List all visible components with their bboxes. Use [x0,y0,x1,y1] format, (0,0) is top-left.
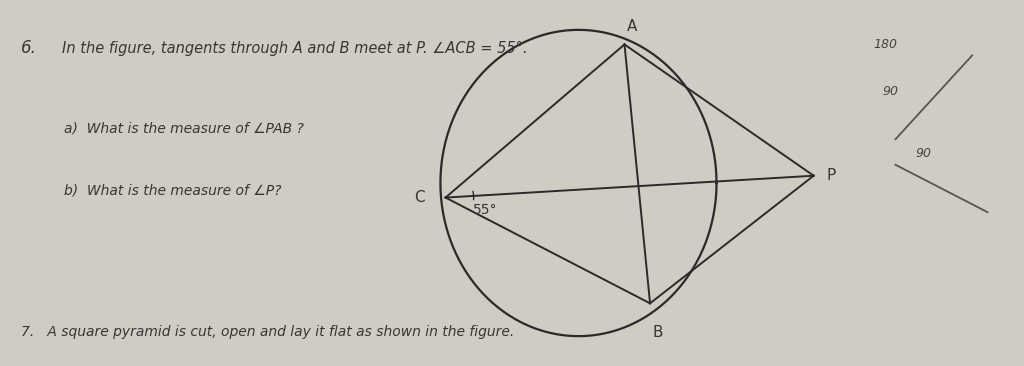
Text: 6.: 6. [22,39,37,57]
Text: 90: 90 [883,85,898,98]
Text: In the figure, tangents through A and B meet at P. ∠ACB = 55°.: In the figure, tangents through A and B … [62,41,527,56]
Text: 55°: 55° [473,203,498,217]
Text: B: B [653,325,664,340]
Text: b)  What is the measure of ∠P?: b) What is the measure of ∠P? [65,183,282,197]
Text: 7.   A square pyramid is cut, open and lay it flat as shown in the figure.: 7. A square pyramid is cut, open and lay… [22,325,514,340]
Text: a)  What is the measure of ∠PAB ?: a) What is the measure of ∠PAB ? [65,121,304,135]
Text: P: P [827,168,837,183]
Text: 90: 90 [915,147,932,160]
Text: C: C [415,190,425,205]
Text: 180: 180 [873,38,897,51]
Text: A: A [627,19,637,34]
